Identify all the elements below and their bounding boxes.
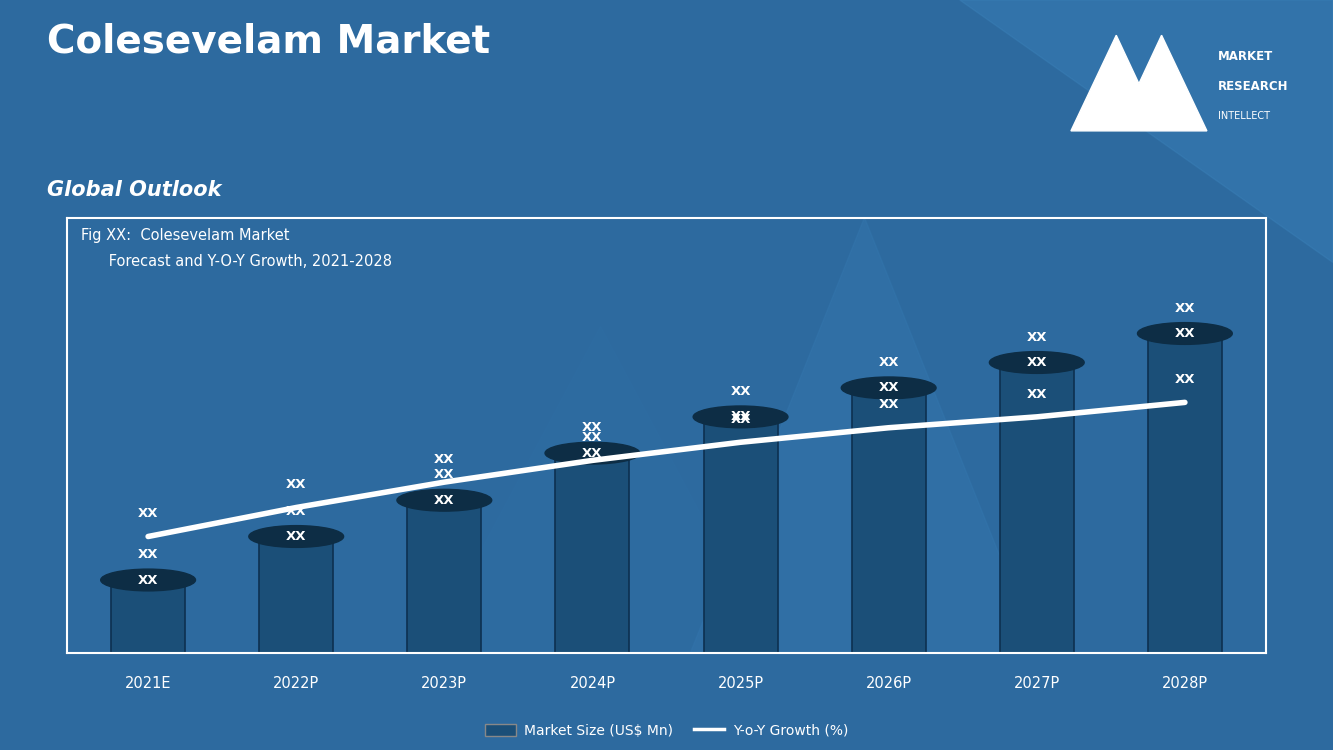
Bar [556,453,629,652]
Bar [1000,362,1074,652]
Text: 2022P: 2022P [273,676,320,691]
Bar [704,417,777,652]
Text: 2026P: 2026P [865,676,912,691]
Ellipse shape [989,352,1084,374]
Bar [111,580,185,652]
Bar [408,500,481,652]
Text: XX: XX [878,398,898,412]
Text: INTELLECT: INTELLECT [1218,110,1270,121]
Text: XX: XX [730,385,750,398]
Ellipse shape [693,406,788,427]
Text: XX: XX [137,574,159,586]
Text: 2028P: 2028P [1162,676,1208,691]
Text: RESEARCH: RESEARCH [1218,80,1289,93]
Polygon shape [427,326,774,652]
Text: XX: XX [1174,302,1196,315]
Text: XX: XX [1026,388,1046,400]
Polygon shape [960,0,1333,262]
Text: XX: XX [730,410,750,423]
Text: Colesevelam Market: Colesevelam Market [47,22,489,61]
Text: MARKET: MARKET [1218,50,1273,64]
Text: XX: XX [583,431,603,444]
Text: 2027P: 2027P [1013,676,1060,691]
Text: XX: XX [878,356,898,369]
Text: XX: XX [730,413,750,426]
Text: Forecast and Y-O-Y Growth, 2021-2028: Forecast and Y-O-Y Growth, 2021-2028 [81,254,392,269]
Text: 2023P: 2023P [421,676,468,691]
Text: 2024P: 2024P [569,676,616,691]
Text: XX: XX [1174,327,1196,340]
Ellipse shape [397,490,492,512]
Text: XX: XX [1174,373,1196,386]
Text: XX: XX [287,478,307,491]
Text: XX: XX [583,447,603,460]
Ellipse shape [1137,322,1232,344]
Text: XX: XX [137,507,159,520]
Text: XX: XX [583,422,603,434]
Text: XX: XX [1026,356,1046,369]
Text: XX: XX [878,381,898,394]
Ellipse shape [841,377,936,399]
Text: XX: XX [435,469,455,482]
Polygon shape [690,217,1038,652]
Ellipse shape [545,442,640,464]
Text: XX: XX [435,494,455,507]
Text: 2025P: 2025P [717,676,764,691]
Text: 2021E: 2021E [125,676,172,691]
Bar [1148,334,1222,652]
Bar [852,388,925,652]
Text: XX: XX [287,505,307,518]
Ellipse shape [249,526,344,548]
Text: Global Outlook: Global Outlook [47,180,221,200]
Bar [259,536,333,652]
Legend: Market Size (US$ Mn), Y-o-Y Growth (%): Market Size (US$ Mn), Y-o-Y Growth (%) [480,718,853,743]
Text: XX: XX [435,453,455,466]
Ellipse shape [101,569,196,591]
Text: XX: XX [1026,331,1046,344]
Polygon shape [1070,35,1206,130]
Text: XX: XX [287,530,307,543]
Text: Fig XX:  Colesevelam Market: Fig XX: Colesevelam Market [81,228,289,243]
Text: XX: XX [137,548,159,561]
